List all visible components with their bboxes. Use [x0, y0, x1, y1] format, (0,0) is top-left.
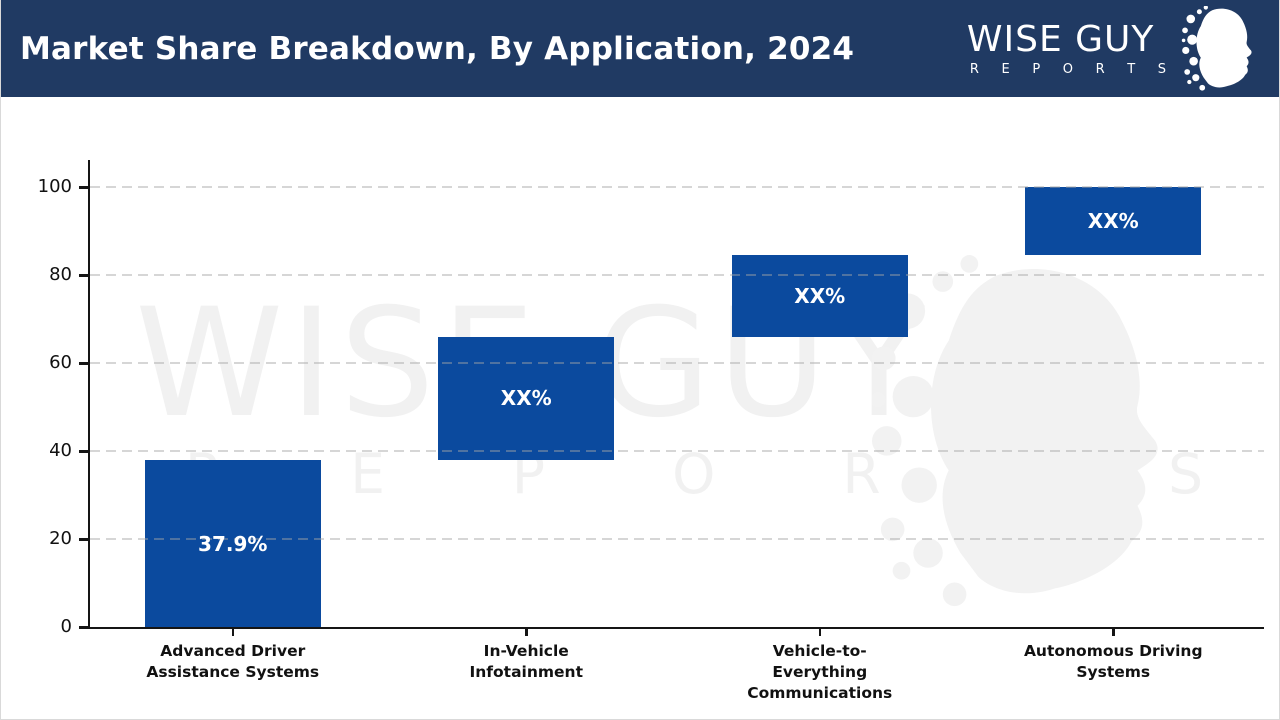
bar-value-label: XX% — [1087, 209, 1139, 234]
bar-segment — [1025, 187, 1202, 256]
y-axis-tick-label: 40 — [49, 440, 72, 461]
bar-value-label: XX% — [794, 283, 846, 308]
brand-face-icon — [1181, 6, 1252, 91]
y-gridline — [90, 186, 1264, 188]
x-axis-tick — [231, 627, 235, 636]
bar-segment — [144, 460, 321, 627]
x-axis-category-label: Advanced Driver Assistance Systems — [146, 642, 320, 681]
bar-segment — [438, 336, 615, 461]
y-axis-tick-label: 0 — [60, 616, 72, 637]
chart-area: WISE GUY R E P O R T S 0 20 40 60 80 100 37.9%… — [0, 97, 1280, 720]
brand-logo: WISE GUY R E P O R T S — [967, 6, 1266, 92]
x-axis-category-label: Autonomous Driving Systems — [1023, 642, 1203, 681]
watermark-face-icon — [872, 255, 1158, 607]
y-axis-tick — [79, 186, 90, 189]
y-axis-tick-label: 20 — [49, 528, 72, 549]
y-axis-tick-label: 80 — [49, 264, 72, 285]
y-axis-tick — [79, 538, 90, 541]
bar-value-label: XX% — [500, 386, 552, 411]
y-gridline — [90, 450, 1264, 452]
x-axis-category-label: In-Vehicle Infotainment — [469, 642, 584, 681]
brand-name: WISE GUY — [966, 19, 1155, 60]
page-title: Market Share Breakdown, By Application, … — [20, 30, 855, 67]
y-gridline — [90, 362, 1264, 364]
x-axis-category-label: Vehicle-to- Everything Communications — [747, 642, 893, 702]
y-axis-tick — [79, 274, 90, 277]
x-axis-tick — [525, 627, 528, 636]
y-axis-tick-label: 100 — [37, 176, 72, 197]
x-axis-tick — [1112, 627, 1115, 636]
x-axis-tick — [818, 627, 822, 636]
plot-area: 0 20 40 60 80 100 37.9% Advanced Driver Assista… — [38, 160, 1264, 702]
brand-logo-text: WISE GUY R E P O R T S — [966, 19, 1176, 78]
y-axis-tick-label: 60 — [49, 352, 72, 373]
y-gridline — [90, 538, 1264, 540]
y-axis-tick — [79, 450, 90, 453]
y-gridline — [90, 274, 1264, 276]
bar-value-label: 37.9% — [198, 531, 268, 556]
y-axis-tick — [79, 362, 90, 365]
header-bar: Market Share Breakdown, By Application, … — [0, 0, 1280, 97]
brand-subtitle: R E P O R T S — [969, 62, 1176, 77]
bar-segment — [731, 255, 908, 337]
y-axis-tick — [79, 626, 90, 629]
